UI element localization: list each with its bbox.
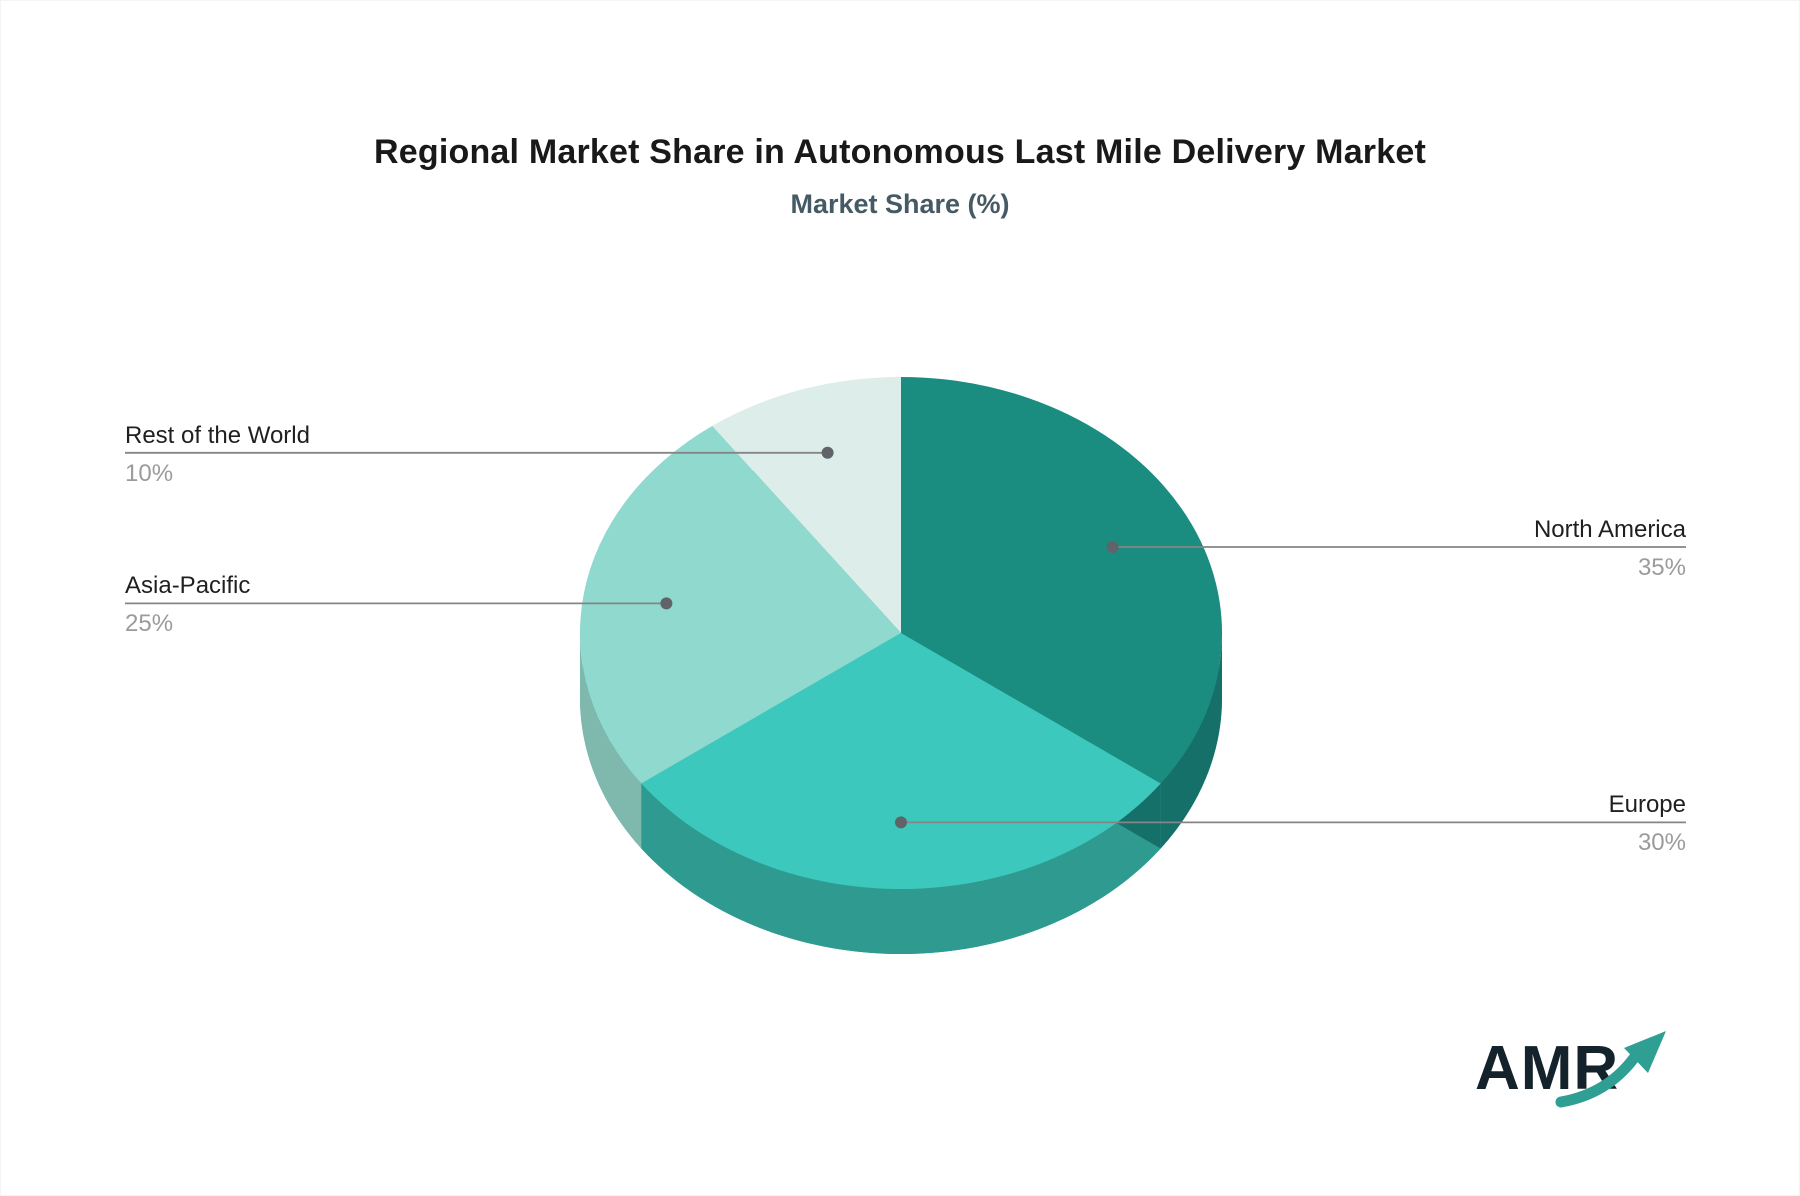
callout-dot-rest-of-the-world	[821, 446, 834, 459]
pie-side-asia-pacific	[580, 633, 642, 849]
slice-label-rest-of-the-world: Rest of the World	[125, 422, 310, 449]
arrow-up-icon	[1555, 1052, 1640, 1108]
callout-north-america: North America 35%	[1534, 516, 1686, 582]
slice-label-north-america: North America	[1533, 516, 1686, 543]
pie-side-north-america	[1160, 633, 1222, 849]
slice-pct-europe: 30%	[1637, 829, 1686, 856]
pie-side-europe	[641, 783, 1161, 955]
callout-dot-europe	[895, 816, 907, 829]
callout-asia-pacific: Asia-Pacific 25%	[125, 572, 250, 638]
slice-pct-asia-pacific: 25%	[125, 610, 174, 637]
chart-subtitle: Market Share (%)	[790, 189, 1010, 219]
slice-label-europe: Europe	[1608, 791, 1686, 818]
chart-title: Regional Market Share in Autonomous Last…	[374, 133, 1426, 171]
pie-slice-europe[interactable]	[641, 633, 1161, 890]
pie-slice-asia-pacific[interactable]	[579, 425, 901, 784]
callout-europe: Europe 30%	[1609, 791, 1686, 857]
callout-rest-of-the-world: Rest of the World 10%	[125, 422, 310, 488]
amr-logo: AMR	[1475, 1031, 1666, 1108]
slice-pct-rest-of-the-world: 10%	[125, 460, 174, 487]
arrow-head-icon	[1624, 1031, 1666, 1073]
slice-label-asia-pacific: Asia-Pacific	[125, 572, 251, 599]
callout-dot-asia-pacific	[660, 597, 673, 610]
pie-slice-north-america[interactable]	[901, 377, 1223, 784]
slice-pct-north-america: 35%	[1637, 554, 1686, 581]
pie-slice-rest-of-the-world[interactable]	[712, 377, 901, 633]
callout-dot-north-america	[1106, 541, 1119, 553]
